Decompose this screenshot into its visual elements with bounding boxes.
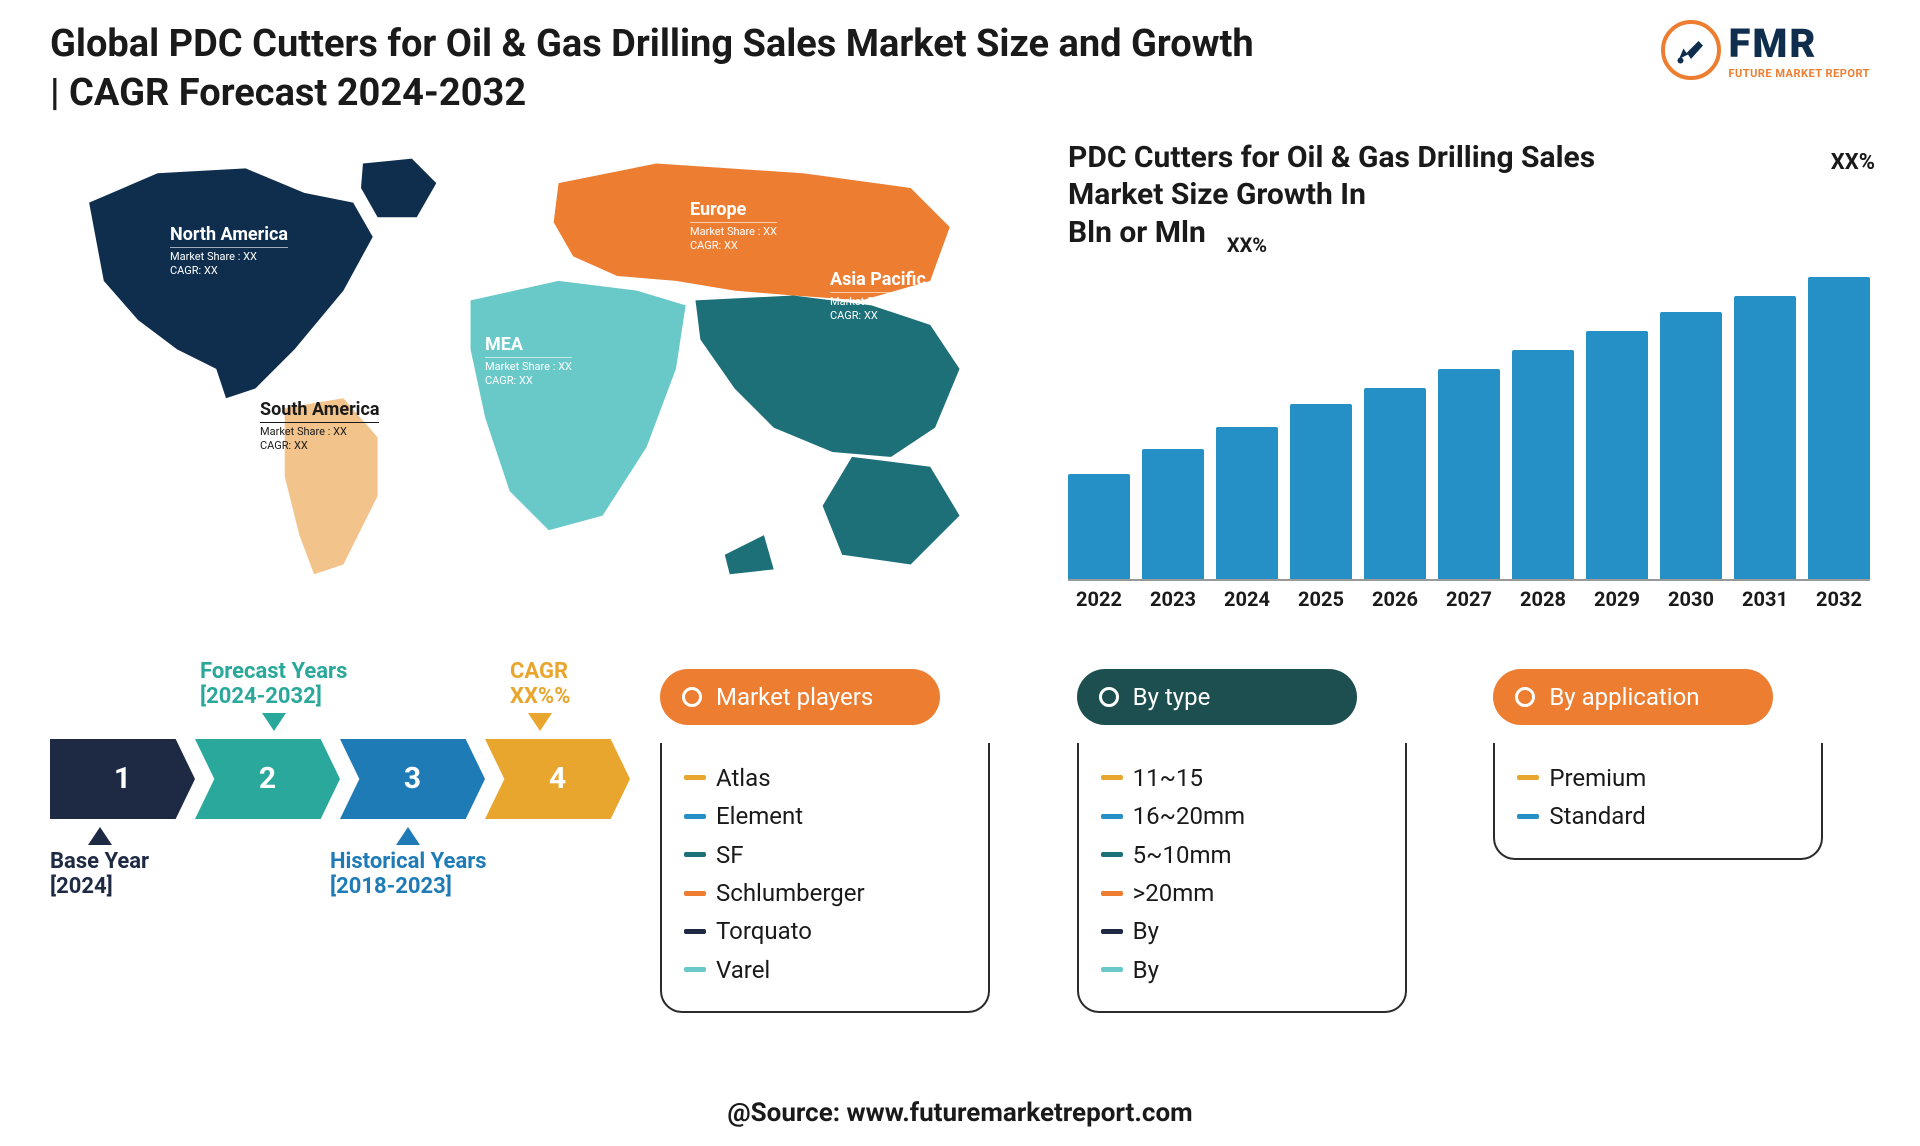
historical-years-label: Historical Years [2018-2023] <box>330 849 487 899</box>
segment-list: PremiumStandard <box>1493 743 1823 860</box>
bar-2030: 2030 <box>1660 261 1722 579</box>
arrow-block-2: 2 <box>195 739 340 819</box>
arrow-block-4: 4 <box>485 739 630 819</box>
seg-item: Element <box>684 797 966 835</box>
chart-top-pct: XX% <box>1831 149 1875 177</box>
dash-icon <box>1101 775 1123 780</box>
segment-by-type: By type 11~1516~20mm5~10mm>20mmByBy <box>1077 669 1454 1013</box>
bar-2029: 2029 <box>1586 261 1648 579</box>
seg-item: Atlas <box>684 759 966 797</box>
dash-icon <box>1101 852 1123 857</box>
region-label-mea: MEAMarket Share : XXCAGR: XX <box>485 334 572 387</box>
chart-title-l1: PDC Cutters for Oil & Gas Drilling Sales <box>1068 140 1595 175</box>
region-label-north-america: North AmericaMarket Share : XXCAGR: XX <box>170 224 288 277</box>
seg-item: 16~20mm <box>1101 797 1383 835</box>
bar-2023: 2023 <box>1142 261 1204 579</box>
bar-2026: 2026 <box>1364 261 1426 579</box>
seg-item: By <box>1101 951 1383 989</box>
arrow-block-1: 1 <box>50 739 195 819</box>
timeline-arrows: Forecast Years [2024-2032] CAGR XX%% 123… <box>50 669 630 949</box>
chart-title-l2: Market Size Growth In <box>1068 177 1366 212</box>
segment-market-players: Market players AtlasElementSFSchlumberge… <box>660 669 1037 1013</box>
dash-icon <box>684 814 706 819</box>
segment-list: 11~1516~20mm5~10mm>20mmByBy <box>1077 743 1407 1013</box>
growth-bar-chart: PDC Cutters for Oil & Gas Drilling Sales… <box>1068 139 1870 589</box>
title-line1: Global PDC Cutters for Oil & Gas Drillin… <box>50 22 1254 66</box>
segment-by-application: By application PremiumStandard <box>1493 669 1870 1013</box>
source-text: @Source: www.futuremarketreport.com <box>0 1098 1920 1128</box>
segment-header: By type <box>1077 669 1357 725</box>
world-map: North AmericaMarket Share : XXCAGR: XX So… <box>50 139 1028 589</box>
segment-header: By application <box>1493 669 1773 725</box>
logo-big-text: FMR <box>1729 20 1871 67</box>
seg-item: >20mm <box>1101 874 1383 912</box>
segment-header: Market players <box>660 669 940 725</box>
dash-icon <box>684 852 706 857</box>
page-title: Global PDC Cutters for Oil & Gas Drillin… <box>50 20 1254 119</box>
seg-item: Standard <box>1517 797 1799 835</box>
title-line2: | CAGR Forecast 2024-2032 <box>50 71 526 115</box>
bar-2025: 2025 <box>1290 261 1352 579</box>
dash-icon <box>684 967 706 972</box>
region-label-asia-pacific: Asia PacificMarket Share : XXCAGR: XX <box>830 269 926 322</box>
dash-icon <box>684 929 706 934</box>
region-label-europe: EuropeMarket Share : XXCAGR: XX <box>690 199 777 252</box>
bar-2024: XX%2024 <box>1216 261 1278 579</box>
telescope-icon <box>1661 20 1721 80</box>
dash-icon <box>684 891 706 896</box>
fmr-logo: FMR FUTURE MARKET REPORT <box>1661 20 1871 80</box>
bar-2032: 2032 <box>1808 261 1870 579</box>
seg-item: By <box>1101 912 1383 950</box>
dash-icon <box>1101 814 1123 819</box>
dash-icon <box>1517 814 1539 819</box>
dash-icon <box>1101 967 1123 972</box>
seg-item: SF <box>684 836 966 874</box>
base-year-label: Base Year [2024] <box>50 849 149 899</box>
region-label-south-america: South AmericaMarket Share : XXCAGR: XX <box>260 399 379 452</box>
seg-item: Schlumberger <box>684 874 966 912</box>
seg-item: Varel <box>684 951 966 989</box>
bar-mid-pct: XX% <box>1227 233 1267 257</box>
dash-icon <box>1101 929 1123 934</box>
segment-list: AtlasElementSFSchlumbergerTorquatoVarel <box>660 743 990 1013</box>
seg-item: 11~15 <box>1101 759 1383 797</box>
seg-item: Torquato <box>684 912 966 950</box>
dash-icon <box>1101 891 1123 896</box>
bar-2022: 2022 <box>1068 261 1130 579</box>
dash-icon <box>684 775 706 780</box>
bar-2027: 2027 <box>1438 261 1500 579</box>
chart-title-l3: Bln or Mln <box>1068 215 1206 250</box>
dash-icon <box>1517 775 1539 780</box>
bar-2031: 2031 <box>1734 261 1796 579</box>
bar-2028: 2028 <box>1512 261 1574 579</box>
seg-item: 5~10mm <box>1101 836 1383 874</box>
arrow-block-3: 3 <box>340 739 485 819</box>
forecast-years-label: Forecast Years [2024-2032] <box>200 659 347 709</box>
cagr-label: CAGR XX%% <box>510 659 570 709</box>
seg-item: Premium <box>1517 759 1799 797</box>
logo-small-text: FUTURE MARKET REPORT <box>1729 67 1871 80</box>
